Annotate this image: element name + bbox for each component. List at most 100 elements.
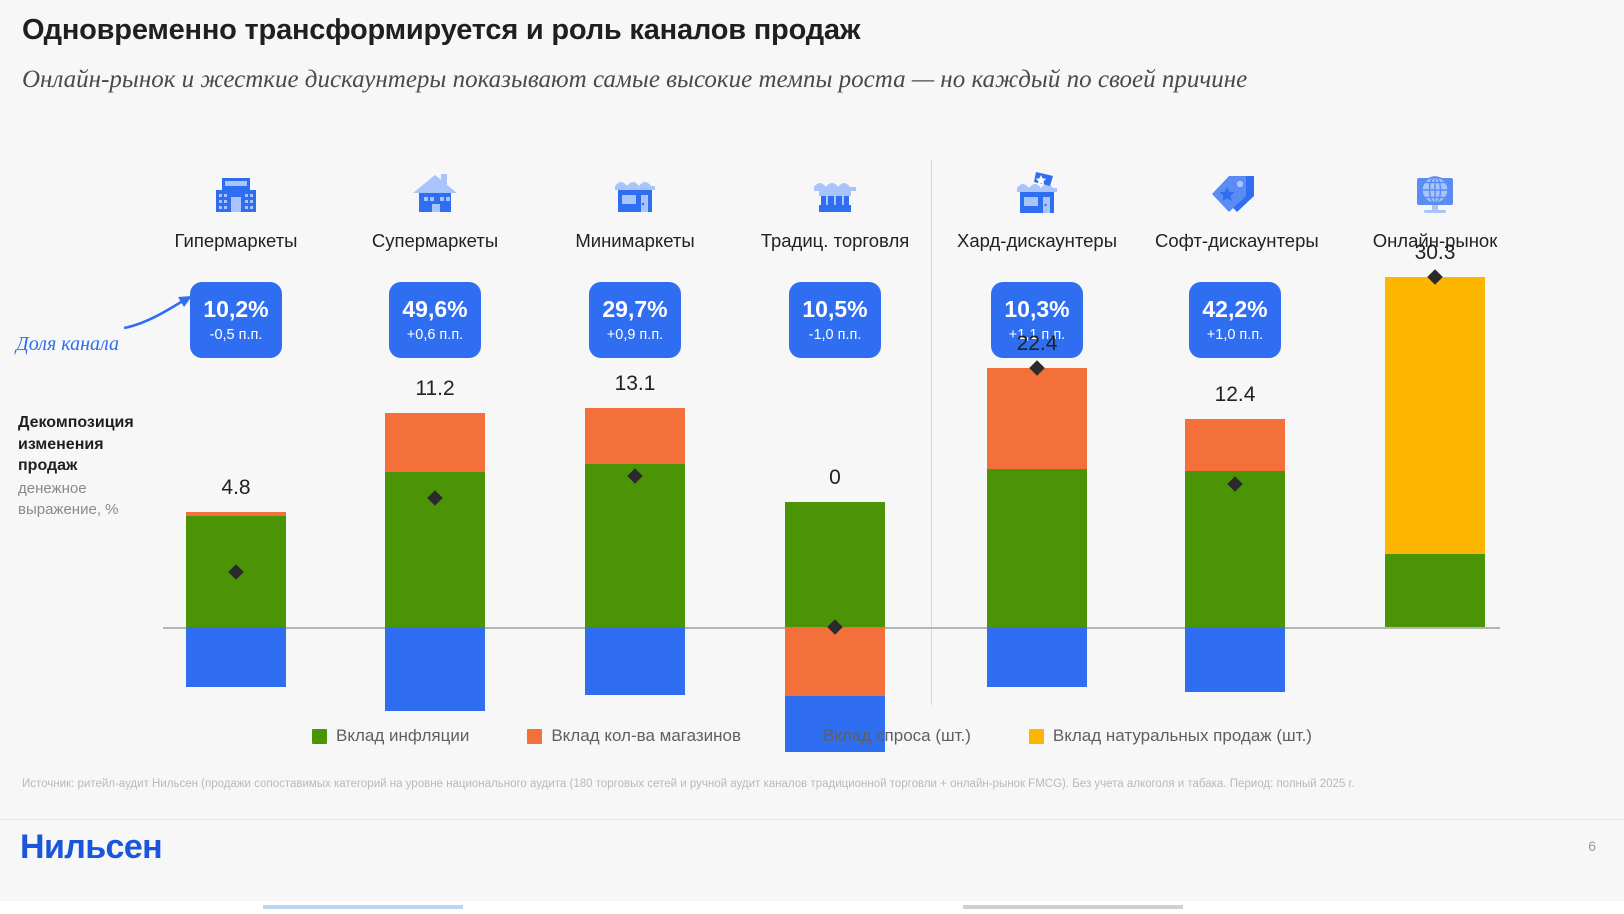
channel-label: Традиц. торговля	[760, 230, 910, 251]
bar-segment	[987, 627, 1087, 688]
decomposition-title-line1: Декомпозиция	[18, 414, 134, 431]
channel-column-soft-discounters: Софт-дискаунтеры 42,2% +1,0 п.п.	[1155, 160, 1319, 358]
chart-legend: Вклад инфляции Вклад кол-ва магазинов Вк…	[0, 726, 1624, 746]
legend-item[interactable]: Вклад кол-ва магазинов	[527, 726, 741, 746]
channel-share-delta: -0,5 п.п.	[209, 326, 263, 343]
bar-segment	[186, 511, 286, 517]
globe-monitor-icon	[1355, 160, 1515, 222]
total-change-marker	[827, 619, 843, 635]
legend-swatch	[1028, 728, 1044, 744]
market-stall-icon	[755, 160, 915, 222]
total-change-marker	[228, 563, 244, 580]
channel-label: Софт-дискаунтеры	[1155, 230, 1319, 251]
channel-share-badge-supermarkets[interactable]: 49,6% +0,6 п.п.	[389, 282, 481, 358]
share-annotation-label: Доля канала	[16, 333, 119, 355]
channel-share-badge-soft-discounters[interactable]: 42,2% +1,0 п.п.	[1189, 282, 1281, 358]
taskbar-item-1[interactable]	[263, 905, 463, 909]
channel-label: Гипермаркеты	[174, 230, 298, 251]
channel-share-value: 10,3%	[1004, 296, 1070, 323]
bar-segment	[585, 464, 685, 627]
bar-segment	[385, 627, 485, 712]
legend-label: Вклад натуральных продаж (шт.)	[1052, 726, 1312, 745]
bar-total-label: 4.8	[221, 475, 251, 499]
channel-label: Супермаркеты	[371, 230, 499, 251]
channel-share-value: 49,6%	[402, 296, 468, 323]
page-title: Одновременно трансформируется и роль кан…	[22, 14, 861, 46]
price-tag-icon	[1155, 160, 1315, 222]
channel-column-supermarkets: Супермаркеты 49,6% +0,6 п.п.	[355, 160, 515, 358]
bar-segment	[385, 413, 485, 473]
taskbar-item-2[interactable]	[963, 905, 1183, 909]
decomposition-title-line2: изменения	[18, 435, 104, 453]
channel-share-value: 10,5%	[802, 296, 868, 323]
bar-segment	[385, 472, 485, 627]
supermarket-house-icon	[355, 160, 515, 222]
bar-segment	[1185, 471, 1285, 627]
source-note: Источник: ритейл-аудит Нильсен (продажи …	[22, 778, 1355, 790]
page-number: 6	[1588, 838, 1596, 854]
channel-label: Минимаркеты	[575, 230, 695, 251]
legend-item[interactable]: Вклад инфляции	[312, 726, 469, 746]
zero-axis-line	[163, 627, 1500, 629]
channel-share-value: 10,2%	[203, 296, 269, 323]
channel-share-value: 29,7%	[602, 296, 668, 323]
channel-share-badge-traditional-trade[interactable]: 10,5% -1,0 п.п.	[789, 282, 881, 358]
bar-segment	[186, 627, 286, 688]
bar-segment	[1185, 627, 1285, 692]
brand-logo: Нильсен	[20, 828, 163, 866]
channel-column-online-market: Онлайн-рынок 9,1% +1,3 п.п	[1355, 160, 1515, 358]
channel-share-value: 9,1%	[1408, 296, 1462, 323]
channel-share-delta: +0,9 п.п.	[606, 326, 664, 343]
footer-divider	[0, 819, 1624, 820]
section-divider	[931, 160, 932, 705]
channel-share-badge-online-market[interactable]: 9,1% +1,3 п.п	[1389, 282, 1481, 358]
bar-segment	[1185, 419, 1285, 472]
channel-label: Онлайн-рынок	[1372, 230, 1498, 251]
taskbar	[0, 901, 1624, 914]
legend-swatch	[312, 728, 327, 744]
legend-label: Вклад инфляции	[336, 726, 470, 745]
legend-swatch	[527, 728, 543, 744]
channel-column-minimarkets: Минимаркеты 29,7% +0,9 п.п.	[555, 160, 715, 358]
channel-share-delta: +1,3 п.п	[1408, 326, 1462, 343]
legend-item[interactable]: Вклад спроса (шт.)	[799, 726, 971, 746]
bar-segment	[1385, 554, 1485, 627]
bar-segment	[585, 407, 685, 465]
curved-arrow-icon	[123, 296, 192, 330]
channel-column-hard-discounters: Хард-дискаунтеры 10,3% +1,1 п.п.	[957, 160, 1117, 358]
bar-segment	[987, 468, 1087, 627]
total-change-marker	[627, 467, 643, 484]
channel-share-badge-hypermarkets[interactable]: 10,2% -0,5 п.п.	[190, 282, 282, 358]
channel-share-badge-hard-discounters[interactable]: 10,3% +1,1 п.п.	[991, 282, 1083, 358]
decomposition-sub-line1: денежное	[18, 479, 87, 497]
channel-column-traditional-trade: Традиц. торговля 10,5% -1,0 п.п.	[755, 160, 915, 358]
channel-share-delta: +0,6 п.п.	[406, 326, 464, 343]
decomposition-title-line3: продаж	[18, 457, 78, 475]
channel-share-delta: -1,0 п.п.	[808, 326, 862, 343]
decomposition-sub-line2: выражение, %	[18, 501, 119, 519]
channel-share-badge-minimarkets[interactable]: 29,7% +0,9 п.п.	[589, 282, 681, 358]
page-subtitle: Онлайн-рынок и жесткие дискаунтеры показ…	[22, 66, 1248, 93]
channel-label: Хард-дискаунтеры	[957, 230, 1118, 251]
channel-share-delta: +1,1 п.п.	[1008, 326, 1066, 343]
hypermarket-icon	[156, 160, 316, 222]
total-change-marker	[1227, 475, 1243, 492]
legend-label: Вклад спроса (шт.)	[823, 726, 971, 745]
decomposition-caption: Декомпозиция изменения продаж денежное в…	[18, 412, 178, 520]
discount-shop-icon	[957, 160, 1117, 222]
minimarket-shop-icon	[555, 160, 715, 222]
legend-swatch	[799, 728, 815, 744]
channel-columns: Гипермаркеты 10,2% -0,5 п.п. Супермаркет…	[0, 160, 1624, 400]
bar-segment	[186, 516, 286, 627]
legend-item[interactable]: Вклад натуральных продаж (шт.)	[1028, 726, 1312, 746]
channel-column-hypermarkets: Гипермаркеты 10,2% -0,5 п.п.	[156, 160, 316, 358]
channel-share-delta: +1,0 п.п.	[1206, 326, 1264, 343]
bar-segment	[785, 627, 885, 697]
bar-total-label: 0	[829, 466, 841, 490]
legend-label: Вклад кол-ва магазинов	[551, 726, 742, 745]
channel-share-value: 42,2%	[1202, 296, 1268, 323]
bar-segment	[785, 502, 885, 627]
total-change-marker	[427, 489, 443, 506]
bar-segment	[585, 627, 685, 696]
